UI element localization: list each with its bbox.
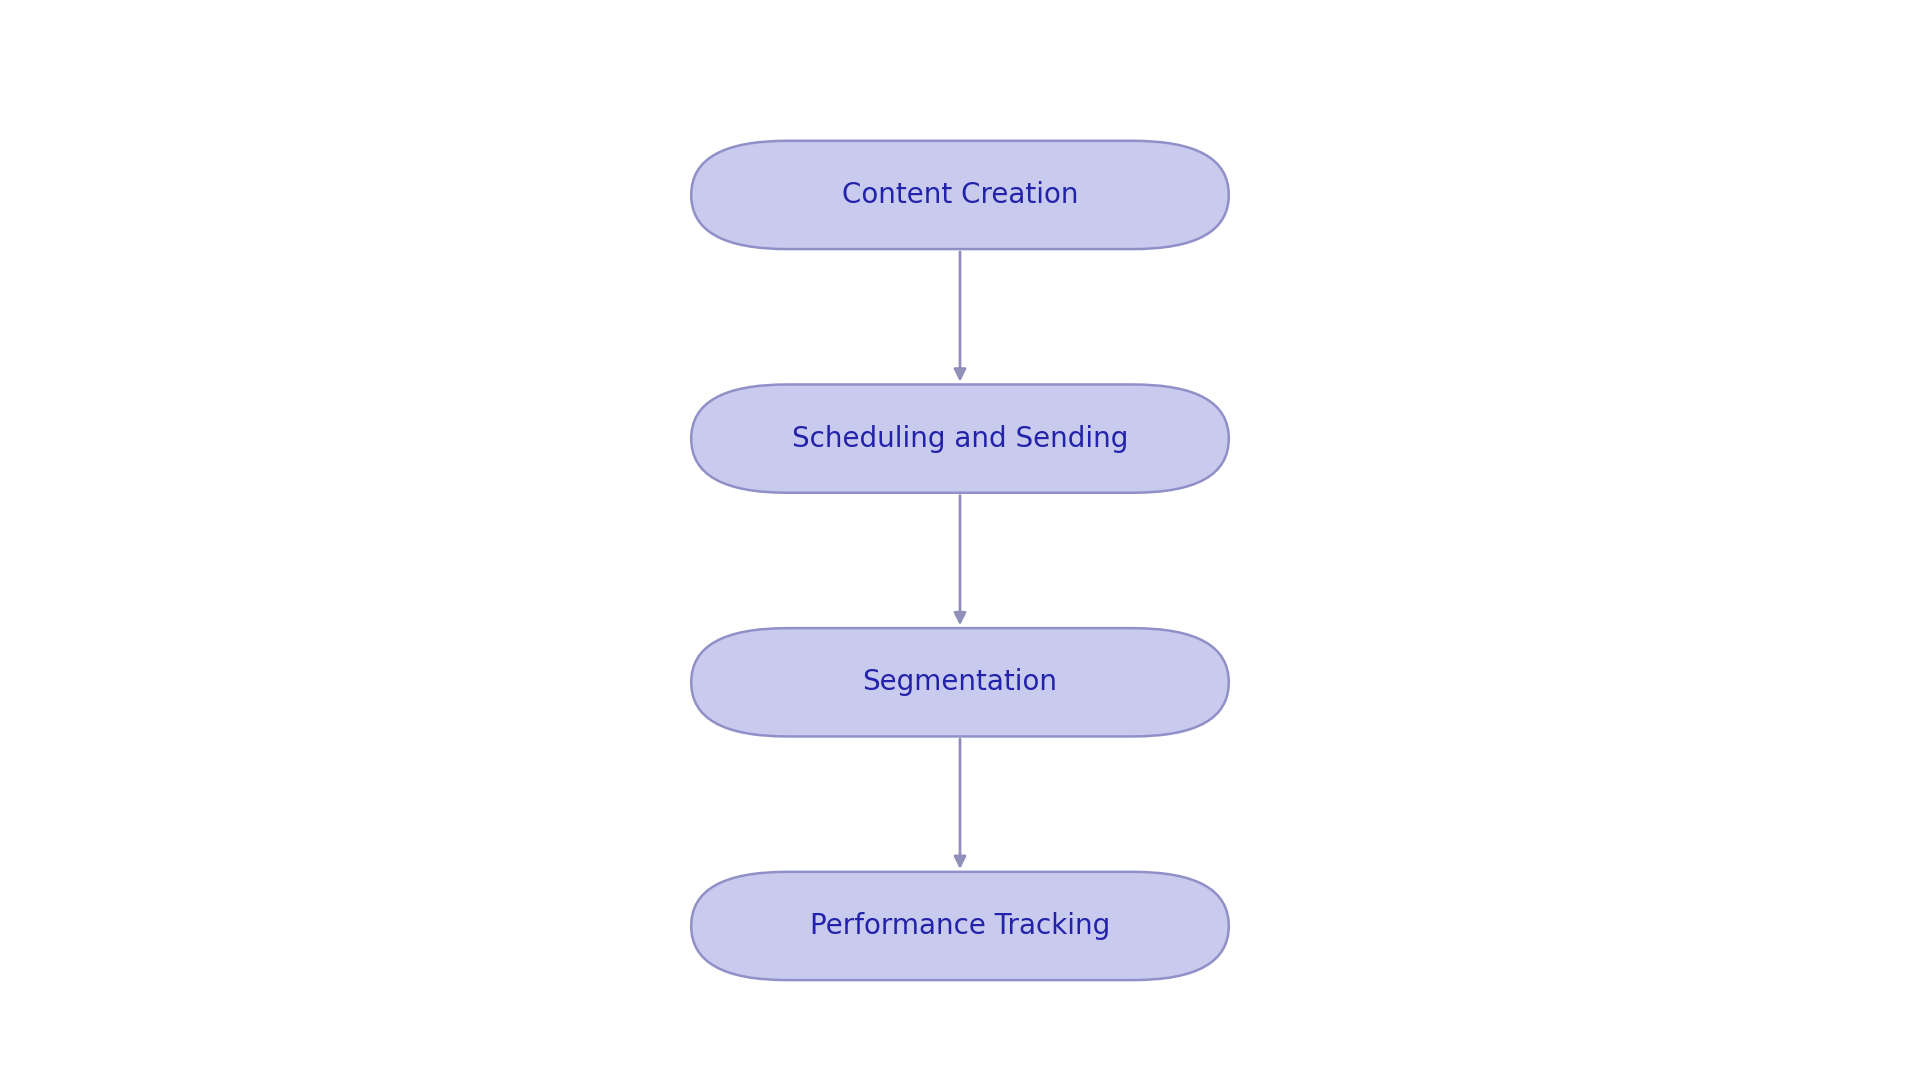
FancyBboxPatch shape (691, 384, 1229, 493)
Text: Content Creation: Content Creation (841, 181, 1079, 209)
Text: Performance Tracking: Performance Tracking (810, 912, 1110, 940)
FancyBboxPatch shape (691, 141, 1229, 249)
FancyBboxPatch shape (691, 872, 1229, 980)
Text: Scheduling and Sending: Scheduling and Sending (791, 425, 1129, 453)
Text: Segmentation: Segmentation (862, 668, 1058, 696)
FancyBboxPatch shape (691, 628, 1229, 736)
